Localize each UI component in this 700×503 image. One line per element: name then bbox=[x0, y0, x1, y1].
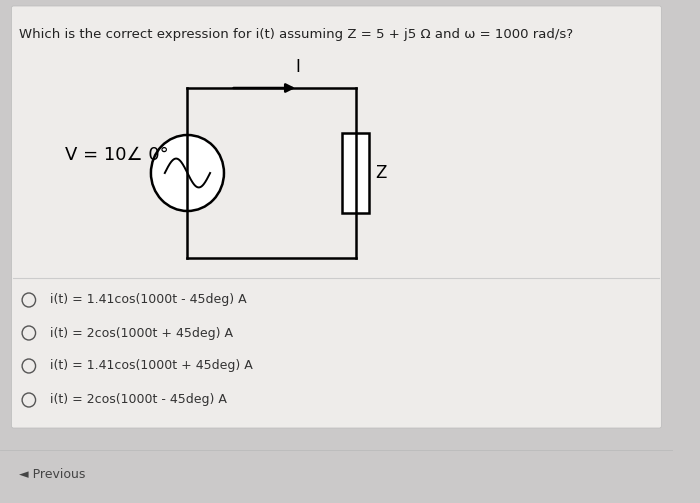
Text: i(t) = 2cos(1000t - 45deg) A: i(t) = 2cos(1000t - 45deg) A bbox=[50, 393, 227, 406]
Text: I: I bbox=[295, 58, 300, 76]
Text: Z: Z bbox=[375, 164, 386, 182]
Text: i(t) = 1.41cos(1000t + 45deg) A: i(t) = 1.41cos(1000t + 45deg) A bbox=[50, 360, 253, 373]
FancyBboxPatch shape bbox=[11, 6, 662, 428]
Circle shape bbox=[151, 135, 224, 211]
Text: V = 10∠ 0°: V = 10∠ 0° bbox=[65, 146, 169, 164]
Text: i(t) = 2cos(1000t + 45deg) A: i(t) = 2cos(1000t + 45deg) A bbox=[50, 326, 233, 340]
Text: i(t) = 1.41cos(1000t - 45deg) A: i(t) = 1.41cos(1000t - 45deg) A bbox=[50, 293, 246, 306]
Bar bbox=[342, 133, 369, 213]
Text: Which is the correct expression for i(t) assuming Z = 5 + j5 Ω and ω = 1000 rad/: Which is the correct expression for i(t)… bbox=[19, 28, 573, 41]
Text: ◄ Previous: ◄ Previous bbox=[19, 468, 85, 481]
